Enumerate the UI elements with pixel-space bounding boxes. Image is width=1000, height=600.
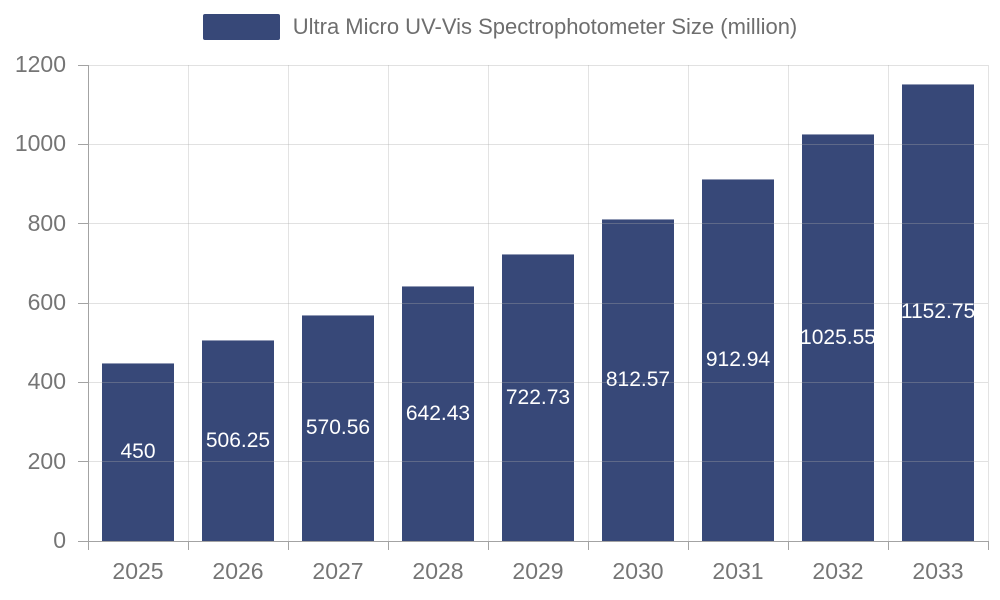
gridline-y-800: [88, 223, 988, 225]
bar-value-label-2027: 570.56: [305, 415, 371, 439]
y-tick-800: [78, 223, 88, 225]
x-tick-label-2028: 2028: [412, 558, 464, 584]
x-tick-9: [987, 541, 989, 550]
y-tick-1000: [78, 143, 88, 145]
bar-value-label-2025: 450: [120, 439, 156, 463]
y-tick-0: [78, 540, 88, 542]
x-tick-4: [487, 541, 489, 550]
y-tick-1200: [78, 64, 88, 66]
y-tick-label-800: 800: [27, 209, 66, 236]
gridline-x-4: [487, 65, 489, 541]
y-tick-label-400: 400: [27, 368, 66, 395]
y-tick-200: [78, 461, 88, 463]
legend-swatch: [202, 14, 280, 40]
x-tick-label-2029: 2029: [512, 558, 564, 584]
bar-2025: [102, 362, 174, 541]
y-tick-600: [78, 302, 88, 304]
bar-value-label-2026: 506.25: [205, 428, 271, 452]
bar-2031: [702, 178, 774, 541]
bar-value-label-2028: 642.43: [405, 401, 471, 425]
gridline-x-2: [287, 65, 289, 541]
x-tick-2: [287, 541, 289, 550]
x-tick-label-2032: 2032: [812, 558, 864, 584]
x-tick-5: [587, 541, 589, 550]
bar-2030: [602, 218, 674, 541]
x-axis-line: [88, 541, 989, 542]
bar-value-label-2029: 722.73: [505, 385, 571, 409]
bar-2032: [802, 134, 874, 541]
bar-value-label-2030: 812.57: [605, 367, 671, 391]
x-tick-label-2025: 2025: [112, 558, 164, 584]
gridline-x-8: [887, 65, 889, 541]
x-tick-0: [87, 541, 89, 550]
y-tick-label-1200: 1200: [14, 51, 66, 77]
gridline-y-600: [88, 302, 988, 304]
bar-value-label-2032: 1025.55: [800, 325, 876, 349]
gridline-y-400: [88, 381, 988, 383]
bar-value-label-2031: 912.94: [705, 347, 771, 371]
y-axis-line: [88, 65, 89, 541]
x-tick-3: [387, 541, 389, 550]
gridline-x-3: [387, 65, 389, 541]
gridline-y-1200: [88, 64, 988, 66]
x-tick-8: [887, 541, 889, 550]
y-tick-label-1000: 1000: [14, 130, 66, 157]
x-tick-label-2026: 2026: [212, 558, 264, 584]
x-tick-label-2031: 2031: [712, 558, 764, 584]
bar-2033: [902, 83, 974, 541]
bar-2028: [402, 286, 474, 541]
gridline-x-7: [787, 65, 789, 541]
y-tick-label-600: 600: [27, 289, 66, 315]
gridline-y-200: [88, 461, 988, 463]
bar-2029: [502, 254, 574, 541]
gridline-x-9: [987, 65, 989, 541]
x-tick-label-2027: 2027: [312, 558, 364, 584]
y-tick-label-0: 0: [53, 527, 66, 553]
gridline-x-5: [587, 65, 589, 541]
bar-2026: [202, 340, 274, 541]
x-tick-1: [187, 541, 189, 550]
x-tick-label-2033: 2033: [912, 558, 964, 584]
y-tick-label-200: 200: [27, 447, 66, 474]
y-tick-400: [78, 381, 88, 383]
x-tick-label-2030: 2030: [612, 558, 664, 584]
bar-2027: [302, 314, 374, 541]
gridline-y-1000: [88, 143, 988, 145]
bar-value-label-2033: 1152.75: [900, 300, 976, 324]
legend-item-series[interactable]: Ultra Micro UV-Vis Spectrophotometer Siz…: [202, 14, 798, 40]
legend-label: Ultra Micro UV-Vis Spectrophotometer Siz…: [292, 14, 798, 39]
legend: Ultra Micro UV-Vis Spectrophotometer Siz…: [0, 14, 1000, 40]
gridline-x-1: [187, 65, 189, 541]
x-tick-6: [687, 541, 689, 550]
x-tick-7: [787, 541, 789, 550]
gridline-x-6: [687, 65, 689, 541]
